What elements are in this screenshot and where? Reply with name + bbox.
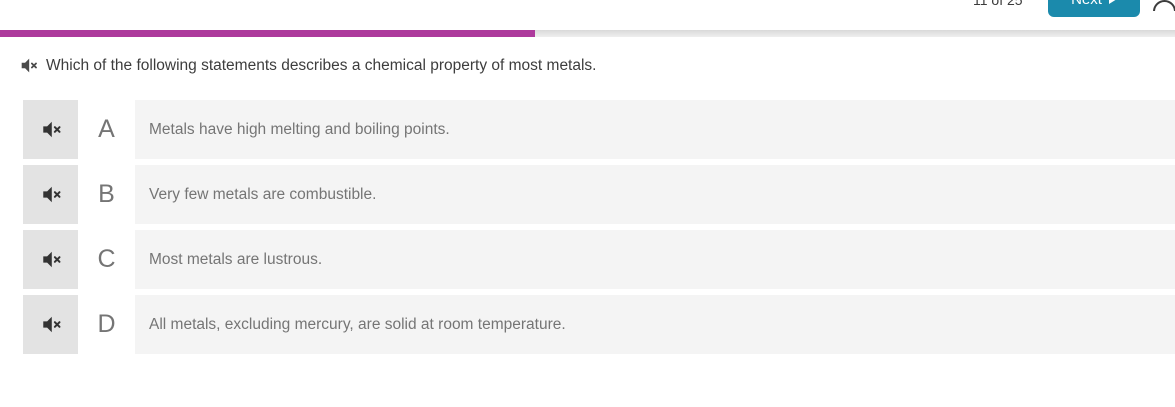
option-a-text: Metals have high melting and boiling poi… — [135, 100, 1175, 159]
next-button-label: Next — [1071, 0, 1102, 8]
question-row: Which of the following statements descri… — [20, 56, 1145, 76]
next-button[interactable]: Next — [1048, 0, 1140, 17]
timer-icon-clip — [1153, 0, 1175, 11]
option-row-b[interactable]: B Very few metals are combustible. — [23, 165, 1175, 224]
progress-bar-fill — [0, 30, 535, 37]
option-row-c[interactable]: C Most metals are lustrous. — [23, 230, 1175, 289]
progress-bar-track — [0, 30, 1175, 37]
option-b-letter: B — [78, 165, 135, 224]
option-d-letter: D — [78, 295, 135, 354]
question-audio-muted-speaker-icon[interactable] — [20, 58, 37, 73]
question-text: Which of the following statements descri… — [46, 57, 597, 74]
option-c-text: Most metals are lustrous. — [135, 230, 1175, 289]
options-list: A Metals have high melting and boiling p… — [23, 100, 1175, 354]
option-a-muted-speaker-icon[interactable] — [23, 100, 78, 159]
option-d-muted-speaker-icon[interactable] — [23, 295, 78, 354]
question-counter: 11 of 25 — [973, 0, 1023, 8]
option-row-a[interactable]: A Metals have high melting and boiling p… — [23, 100, 1175, 159]
option-b-muted-speaker-icon[interactable] — [23, 165, 78, 224]
timer-circle-icon — [1153, 0, 1175, 11]
play-arrow-icon — [1108, 0, 1117, 4]
header-bar: 11 of 25 Next — [0, 0, 1175, 30]
option-c-muted-speaker-icon[interactable] — [23, 230, 78, 289]
option-d-text: All metals, excluding mercury, are solid… — [135, 295, 1175, 354]
option-c-letter: C — [78, 230, 135, 289]
option-b-text: Very few metals are combustible. — [135, 165, 1175, 224]
option-row-d[interactable]: D All metals, excluding mercury, are sol… — [23, 295, 1175, 354]
option-a-letter: A — [78, 100, 135, 159]
